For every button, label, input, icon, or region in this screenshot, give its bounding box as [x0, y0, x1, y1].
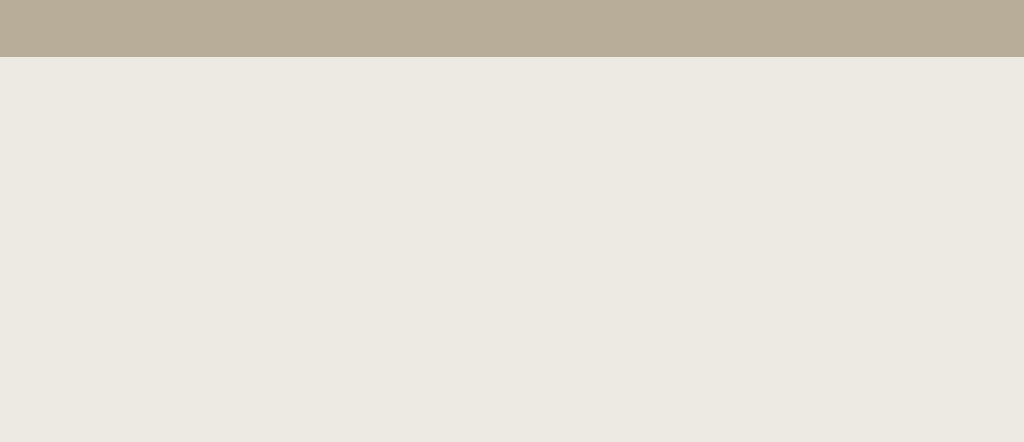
Text: An fcc lattice has lattice parameter a = 400 pm. Calculate the molar volume of t: An fcc lattice has lattice parameter a =… — [120, 128, 920, 143]
Text: The Solid State: The Solid State — [72, 72, 226, 91]
Text: all the empty space: all the empty space — [120, 150, 279, 165]
Text: A: A — [249, 285, 257, 298]
Text: atoms =: atoms = — [260, 276, 336, 294]
Text: (1)  10.8 mL      (2)  96 mL          (3)  8.6 mL          (4)  9.6 mL: (1) 10.8 mL (2) 96 mL (3) 8.6 mL (4) 9.6… — [140, 179, 646, 196]
Bar — [0, 57, 1024, 442]
Text: (4×10⁻⁸): (4×10⁻⁸) — [346, 262, 414, 277]
Text: 56: 56 — [15, 72, 46, 91]
Text: 4: 4 — [375, 294, 385, 309]
Text: Volume of N: Volume of N — [120, 276, 221, 294]
Text: NEET (Level-II): NEET (Level-II) — [897, 72, 1018, 91]
Text: Solution :: Solution : — [8, 217, 98, 234]
Bar — [5, 62, 57, 100]
Text: Volume of 4 atoms = a³ = (4 × 10⁻³) cm³: Volume of 4 atoms = a³ = (4 × 10⁻³) cm³ — [120, 217, 463, 234]
Text: Example 6 :: Example 6 : — [8, 126, 117, 145]
Text: ×6.023×10²³ = 9.6 mL: ×6.023×10²³ = 9.6 mL — [432, 276, 624, 294]
